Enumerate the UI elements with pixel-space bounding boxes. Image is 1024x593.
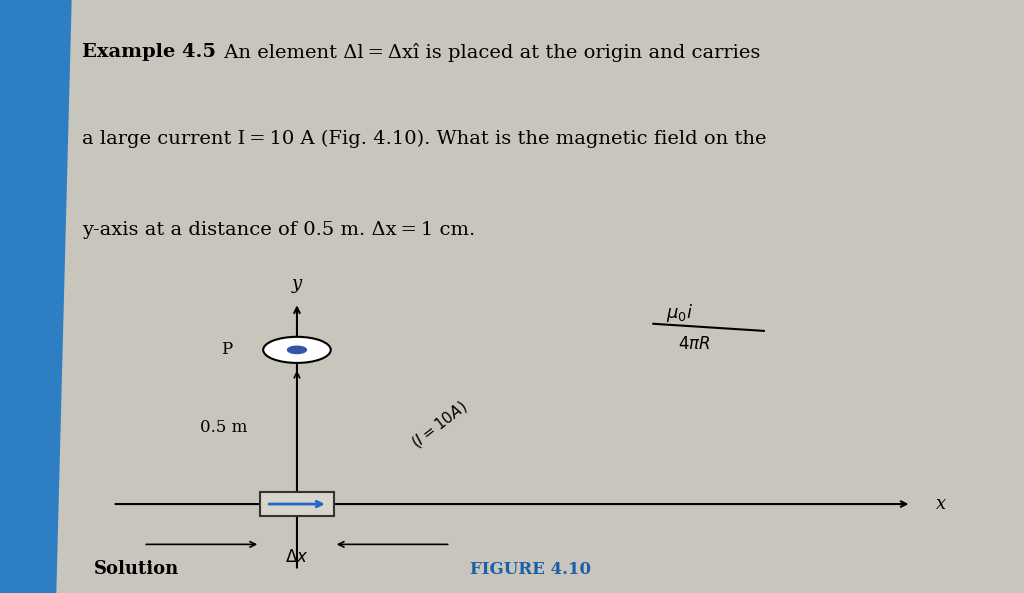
Circle shape [263,337,331,363]
Text: $(I = 10A)$: $(I = 10A)$ [408,397,470,452]
Text: $4\pi R$: $4\pi R$ [678,336,711,353]
Text: x: x [936,495,946,513]
Text: y: y [292,275,302,293]
Bar [260,492,334,516]
Text: An element Δl = Δxî is placed at the origin and carries: An element Δl = Δxî is placed at the ori… [218,43,761,62]
Polygon shape [0,0,72,593]
Text: $\Delta x$: $\Delta x$ [286,549,308,566]
Text: y-axis at a distance of 0.5 m. Δx = 1 cm.: y-axis at a distance of 0.5 m. Δx = 1 cm… [82,221,475,238]
Text: P: P [221,342,232,358]
Text: $\mu_0 i$: $\mu_0 i$ [666,302,692,324]
Text: 0.5 m: 0.5 m [201,419,248,436]
Text: Example 4.5: Example 4.5 [82,43,216,61]
Text: a large current I = 10 A (Fig. 4.10). What is the magnetic field on the: a large current I = 10 A (Fig. 4.10). Wh… [82,129,766,148]
Text: Solution: Solution [94,560,179,578]
Circle shape [288,346,306,353]
Text: FIGURE 4.10: FIGURE 4.10 [470,560,591,578]
